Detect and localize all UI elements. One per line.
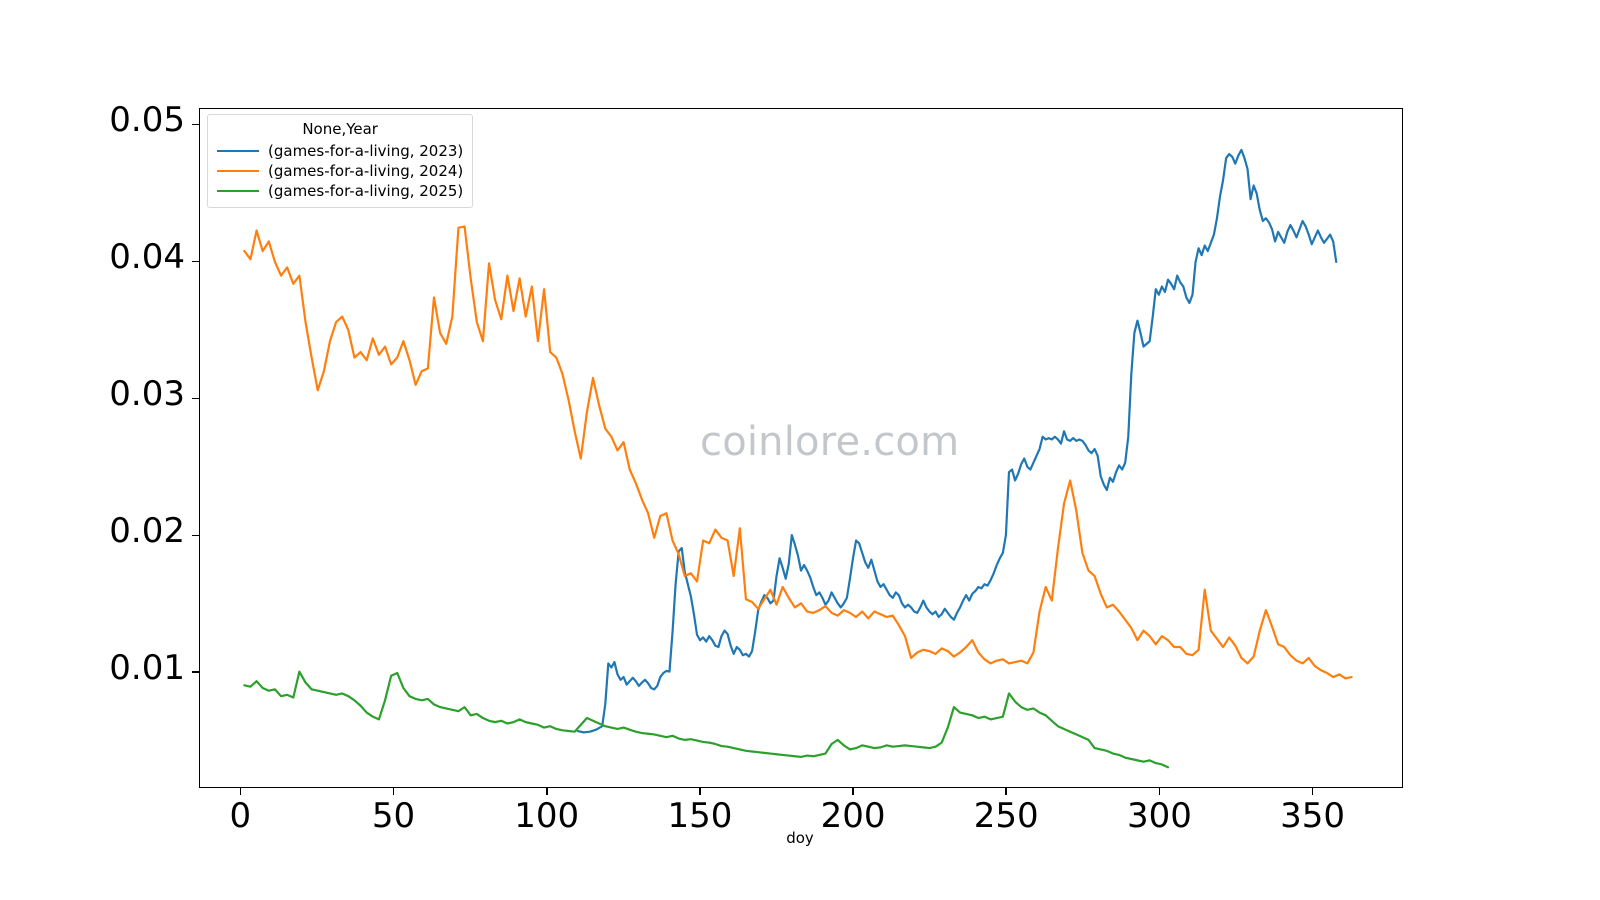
x-tick-mark (699, 788, 701, 795)
y-tick-label: 0.02 (109, 511, 185, 552)
y-tick-label: 0.03 (109, 374, 185, 415)
legend-title: None,Year (302, 120, 378, 138)
series-line (243, 225, 1353, 680)
y-tick-label: 0.04 (109, 237, 185, 278)
legend-color-swatch (217, 190, 259, 192)
legend-entries: (games-for-a-living, 2023) (games-for-a-l… (217, 141, 463, 201)
x-tick-mark (545, 788, 548, 795)
legend-entry[interactable]: (games-for-a-living, 2025) (217, 181, 463, 201)
x-tick-label: 250 (973, 796, 1039, 836)
series-line (243, 670, 1170, 769)
legend-entry-label: (games-for-a-living, 2023) (268, 142, 464, 160)
series-line (576, 148, 1338, 734)
x-tick-label: 350 (1280, 796, 1346, 836)
x-tick-mark (239, 788, 242, 795)
x-tick-mark (392, 788, 395, 795)
x-tick-mark (1158, 788, 1161, 795)
x-tick-label: 300 (1126, 796, 1192, 836)
legend-entry[interactable]: (games-for-a-living, 2024) (217, 161, 463, 181)
y-tick-label: 0.05 (109, 100, 185, 141)
y-tick-label: 0.01 (109, 648, 185, 689)
x-axis-label: doy (786, 829, 814, 847)
legend-entry-label: (games-for-a-living, 2025) (268, 182, 464, 200)
plot-area (199, 108, 1403, 788)
x-tick-label: 100 (514, 796, 580, 836)
x-tick-label: 50 (371, 796, 416, 836)
x-tick-mark (1005, 788, 1008, 795)
x-tick-mark (852, 788, 854, 795)
y-tick-mark (192, 397, 199, 400)
legend-color-swatch (217, 170, 259, 172)
watermark-text: coinlore.com (700, 419, 960, 465)
y-tick-mark (192, 671, 199, 674)
x-tick-label: 200 (820, 796, 886, 836)
y-tick-mark (192, 123, 199, 126)
series-canvas (243, 148, 1353, 769)
y-tick-mark (192, 260, 199, 263)
legend-entry-label: (games-for-a-living, 2024) (268, 162, 464, 180)
x-tick-label: 0 (229, 796, 252, 836)
legend-color-swatch (217, 150, 259, 152)
y-tick-mark (192, 534, 199, 537)
legend-entry[interactable]: (games-for-a-living, 2023) (217, 141, 463, 161)
x-tick-label: 150 (667, 796, 733, 836)
chart-legend[interactable]: None,Year (games-for-a-living, 2023) (gam… (207, 114, 474, 208)
x-tick-mark (1311, 788, 1314, 795)
